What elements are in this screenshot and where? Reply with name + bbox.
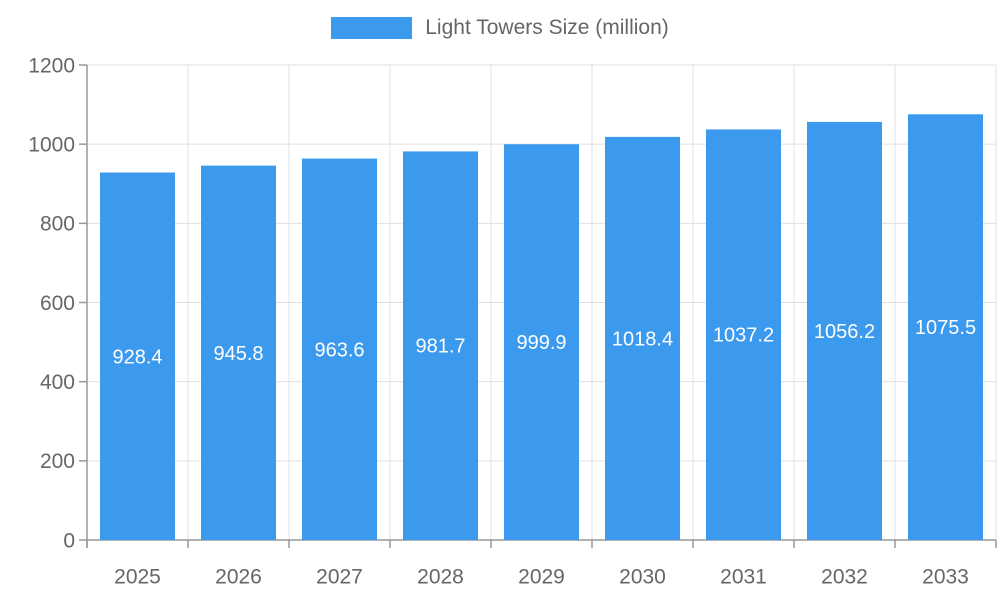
bar: [201, 165, 276, 540]
bar-value-label: 1056.2: [814, 321, 875, 343]
bar-value-label: 963.6: [314, 339, 364, 361]
bar-value-label: 999.9: [516, 332, 566, 354]
bar: [807, 121, 882, 540]
y-tick-label: 800: [40, 213, 75, 236]
x-tick-label: 2030: [619, 565, 666, 588]
x-tick-label: 2026: [215, 565, 262, 588]
bar-value-label: 981.7: [415, 336, 465, 358]
y-tick-label: 400: [40, 371, 75, 394]
x-tick-label: 2027: [316, 565, 363, 588]
x-tick-label: 2031: [720, 565, 767, 588]
bar-value-label: 1037.2: [713, 325, 774, 347]
y-tick-label: 1000: [28, 134, 75, 157]
bar: [605, 136, 680, 540]
bar-value-label: 1018.4: [612, 328, 673, 350]
y-tick-label: 0: [63, 529, 75, 552]
x-tick-label: 2028: [417, 565, 464, 588]
x-tick-label: 2025: [114, 565, 161, 588]
bar-value-label: 928.4: [112, 346, 162, 368]
y-tick-label: 1200: [28, 54, 75, 77]
legend-swatch: [331, 17, 413, 39]
bar-value-label: 945.8: [213, 343, 263, 365]
legend-label: Light Towers Size (million): [425, 16, 669, 39]
bar-value-label: 1075.5: [915, 317, 976, 339]
x-tick-label: 2032: [821, 565, 868, 588]
bar: [302, 158, 377, 540]
x-tick-label: 2033: [922, 565, 969, 588]
y-tick-label: 600: [40, 292, 75, 315]
bar: [504, 144, 579, 541]
bar: [100, 172, 175, 540]
x-tick-label: 2029: [518, 565, 565, 588]
bar: [908, 114, 983, 540]
bar: [403, 151, 478, 541]
legend-item[interactable]: Light Towers Size (million): [0, 15, 1000, 41]
y-tick-label: 200: [40, 450, 75, 473]
bar: [706, 129, 781, 541]
